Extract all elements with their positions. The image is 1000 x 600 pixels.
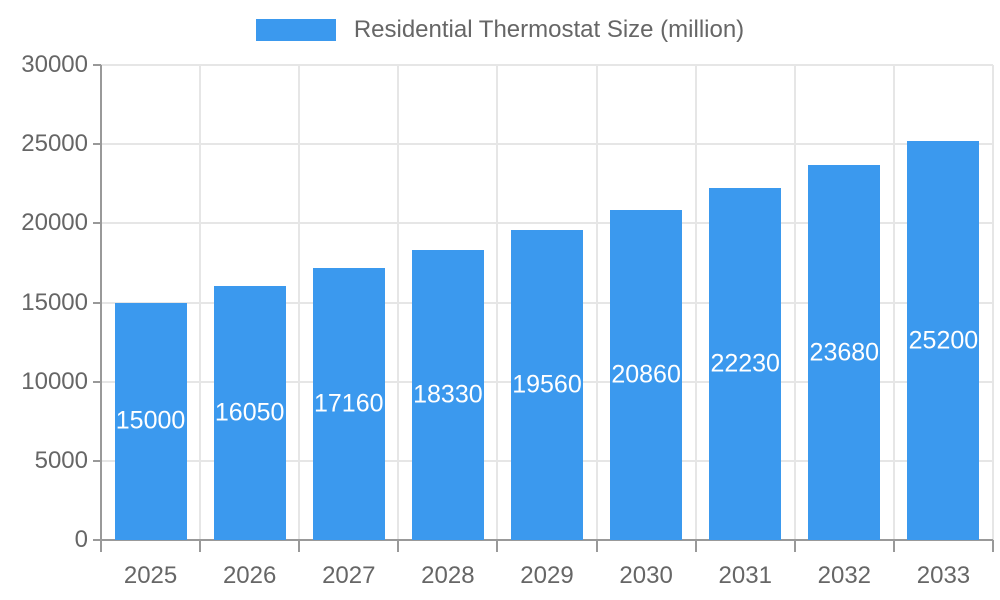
x-axis-label: 2031 <box>718 562 772 589</box>
gridline-horizontal <box>101 222 993 225</box>
x-axis-tick <box>892 540 895 552</box>
y-axis-label: 20000 <box>21 209 88 237</box>
x-axis-label: 2033 <box>916 562 971 589</box>
gridline-vertical <box>992 65 994 540</box>
gridline-vertical <box>199 65 202 540</box>
y-axis-label: 0 <box>74 526 88 553</box>
x-axis-tick <box>298 540 301 552</box>
bar-2032 <box>808 165 881 540</box>
y-axis-label: 5000 <box>34 446 88 474</box>
bar-value-label: 18330 <box>413 380 483 409</box>
bar-2029 <box>511 230 583 540</box>
gridline-vertical <box>496 65 499 540</box>
gridline-vertical <box>694 65 697 540</box>
gridline-vertical <box>397 65 400 540</box>
x-axis-label: 2029 <box>520 562 574 589</box>
x-axis-tick <box>992 540 994 552</box>
bar-value-label: 22230 <box>710 349 780 378</box>
x-axis-tick <box>694 540 697 552</box>
y-axis-tick <box>93 64 101 66</box>
x-axis-label: 2028 <box>421 562 475 589</box>
legend-label: Residential Thermostat Size (million) <box>353 16 745 43</box>
legend-swatch <box>255 19 336 41</box>
bar-value-label: 19560 <box>512 370 582 399</box>
bar-2033 <box>907 141 980 540</box>
bar-value-label: 15000 <box>115 406 186 435</box>
y-axis-tick <box>93 459 101 462</box>
x-axis-label: 2026 <box>222 562 277 589</box>
y-axis-label: 10000 <box>21 367 88 395</box>
x-axis-tick <box>496 540 499 552</box>
y-axis-label: 30000 <box>21 51 88 78</box>
y-axis-tick <box>93 380 101 383</box>
gridline-vertical <box>298 65 301 540</box>
x-axis-label: 2032 <box>817 562 872 589</box>
y-axis-line <box>100 65 102 552</box>
y-axis-tick <box>93 143 101 146</box>
chart-legend[interactable]: Residential Thermostat Size (million) <box>0 16 1000 44</box>
bar-2031 <box>709 188 782 540</box>
y-axis-label: 25000 <box>21 130 88 158</box>
y-axis-label: 15000 <box>21 288 88 316</box>
bar-2026 <box>213 285 286 540</box>
x-axis-label: 2027 <box>322 562 376 589</box>
gridline-vertical <box>793 65 796 540</box>
x-axis-tick <box>793 540 796 552</box>
bar-2025 <box>114 302 187 540</box>
gridline-vertical <box>892 65 895 540</box>
bar-value-label: 17160 <box>314 389 384 418</box>
gridline-horizontal <box>101 143 993 146</box>
x-axis-tick <box>199 540 202 552</box>
bar-2027 <box>312 268 385 540</box>
x-axis-tick <box>595 540 598 552</box>
bar-value-label: 20860 <box>611 360 681 389</box>
x-axis-line <box>95 539 993 541</box>
gridline-horizontal <box>101 64 993 66</box>
x-axis-label: 2030 <box>619 562 673 589</box>
y-axis-tick <box>93 222 101 225</box>
gridline-vertical <box>595 65 598 540</box>
bar-value-label: 25200 <box>908 326 979 354</box>
y-axis-tick <box>93 301 101 304</box>
bar-value-label: 16050 <box>214 398 285 427</box>
x-axis-label: 2025 <box>123 562 178 589</box>
bar-2028 <box>411 249 484 540</box>
bar-2030 <box>610 209 683 540</box>
bar-value-label: 23680 <box>809 338 880 367</box>
x-axis-tick <box>397 540 400 552</box>
